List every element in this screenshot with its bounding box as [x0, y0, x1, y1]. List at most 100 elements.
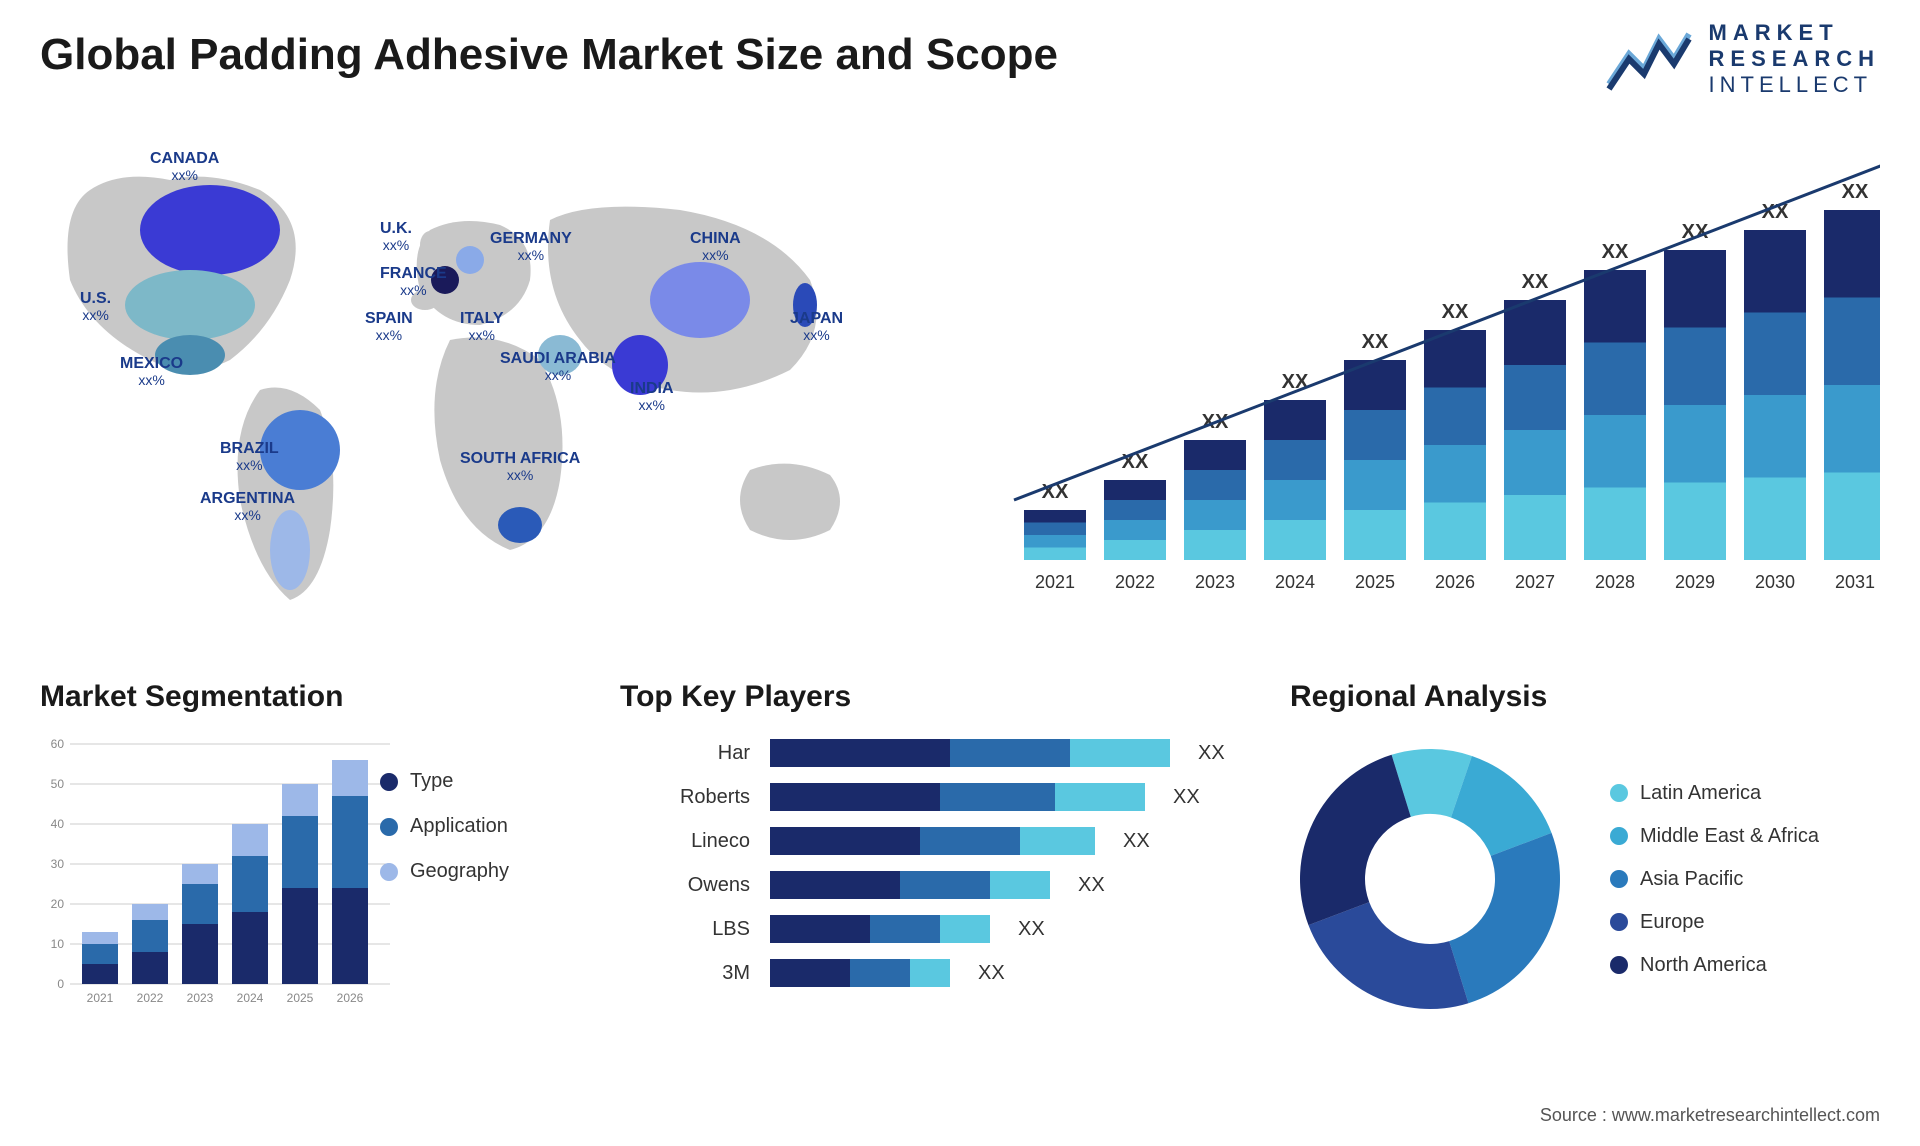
player-row: LinecoXX	[620, 827, 1260, 855]
map-label-uk: U.K.xx%	[380, 220, 412, 253]
legend-item: Application	[380, 815, 509, 838]
players-list: HarXXRobertsXXLinecoXXOwensXXLBSXX3MXX	[620, 739, 1260, 987]
regional-section: Regional Analysis Latin AmericaMiddle Ea…	[1290, 680, 1880, 1019]
legend-dot-icon	[380, 773, 398, 791]
segmentation-svg: 0102030405060202120222023202420252026	[40, 734, 390, 1014]
map-label-argentina: ARGENTINAxx%	[200, 490, 295, 523]
segmentation-chart: 0102030405060202120222023202420252026	[40, 734, 390, 1014]
player-bar-segment	[910, 959, 950, 987]
player-bar-segment	[770, 739, 950, 767]
player-bar-segment	[940, 915, 990, 943]
segmentation-title: Market Segmentation	[40, 680, 580, 714]
svg-text:2031: 2031	[1835, 572, 1875, 592]
segmentation-legend: Type Application Geography	[380, 770, 509, 883]
svg-text:2023: 2023	[1195, 572, 1235, 592]
player-name: Har	[620, 742, 750, 765]
map-label-southafrica: SOUTH AFRICAxx%	[460, 450, 580, 483]
legend-label: Asia Pacific	[1640, 868, 1743, 891]
player-value: XX	[1173, 786, 1200, 809]
svg-text:XX: XX	[1522, 271, 1549, 293]
player-bar-segment	[940, 783, 1055, 811]
svg-text:0: 0	[57, 977, 64, 991]
map-label-italy: ITALYxx%	[460, 310, 504, 343]
player-name: Lineco	[620, 830, 750, 853]
logo-line3: INTELLECT	[1709, 72, 1880, 98]
player-name: Owens	[620, 874, 750, 897]
player-bar-segment	[1020, 827, 1095, 855]
player-bar-segment	[770, 871, 900, 899]
logo-line2: RESEARCH	[1709, 46, 1880, 72]
world-map: CANADAxx%U.S.xx%MEXICOxx%BRAZILxx%ARGENT…	[30, 130, 930, 630]
map-label-china: CHINAxx%	[690, 230, 741, 263]
legend-label: North America	[1640, 954, 1767, 977]
svg-text:2029: 2029	[1675, 572, 1715, 592]
regional-legend: Latin AmericaMiddle East & AfricaAsia Pa…	[1610, 782, 1819, 977]
legend-dot-icon	[1610, 827, 1628, 845]
svg-text:2021: 2021	[87, 991, 114, 1005]
player-bar-segment	[1055, 783, 1145, 811]
logo-text: MARKET RESEARCH INTELLECT	[1709, 20, 1880, 98]
map-label-saudiarabia: SAUDI ARABIAxx%	[500, 350, 616, 383]
legend-label: Type	[410, 770, 453, 793]
player-value: XX	[1078, 874, 1105, 897]
svg-text:XX: XX	[1362, 331, 1389, 353]
legend-dot-icon	[1610, 784, 1628, 802]
map-label-canada: CANADAxx%	[150, 150, 219, 183]
players-title: Top Key Players	[620, 680, 1260, 714]
svg-text:XX: XX	[1602, 241, 1629, 263]
svg-text:2023: 2023	[187, 991, 214, 1005]
player-row: LBSXX	[620, 915, 1260, 943]
legend-label: Application	[410, 815, 508, 838]
players-section: Top Key Players HarXXRobertsXXLinecoXXOw…	[620, 680, 1260, 987]
svg-text:2022: 2022	[137, 991, 164, 1005]
legend-item: Europe	[1610, 911, 1819, 934]
legend-label: Middle East & Africa	[1640, 825, 1819, 848]
legend-dot-icon	[380, 818, 398, 836]
map-label-india: INDIAxx%	[630, 380, 674, 413]
svg-text:2024: 2024	[237, 991, 264, 1005]
player-value: XX	[1018, 918, 1045, 941]
legend-dot-icon	[1610, 956, 1628, 974]
legend-dot-icon	[1610, 913, 1628, 931]
player-bar-segment	[870, 915, 940, 943]
map-label-france: FRANCExx%	[380, 265, 447, 298]
player-bar	[770, 783, 1145, 811]
legend-item: Middle East & Africa	[1610, 825, 1819, 848]
svg-text:2025: 2025	[1355, 572, 1395, 592]
regional-donut	[1290, 739, 1570, 1019]
svg-text:50: 50	[51, 777, 65, 791]
svg-text:2024: 2024	[1275, 572, 1315, 592]
svg-text:2030: 2030	[1755, 572, 1795, 592]
map-label-germany: GERMANYxx%	[490, 230, 572, 263]
legend-item: Type	[380, 770, 509, 793]
player-bar	[770, 827, 1095, 855]
player-row: Owens XX	[620, 871, 1260, 899]
svg-text:20: 20	[51, 897, 65, 911]
player-row: 3MXX	[620, 959, 1260, 987]
player-bar-segment	[770, 783, 940, 811]
map-label-mexico: MEXICOxx%	[120, 355, 183, 388]
svg-text:30: 30	[51, 857, 65, 871]
legend-dot-icon	[380, 863, 398, 881]
legend-item: Asia Pacific	[1610, 868, 1819, 891]
player-name: 3M	[620, 962, 750, 985]
map-label-spain: SPAINxx%	[365, 310, 413, 343]
legend-item: North America	[1610, 954, 1819, 977]
player-bar	[770, 871, 1050, 899]
player-bar-segment	[920, 827, 1020, 855]
svg-text:2021: 2021	[1035, 572, 1075, 592]
legend-item: Geography	[380, 860, 509, 883]
page-title: Global Padding Adhesive Market Size and …	[40, 30, 1058, 80]
player-bar-segment	[950, 739, 1070, 767]
legend-label: Geography	[410, 860, 509, 883]
svg-text:2022: 2022	[1115, 572, 1155, 592]
svg-text:10: 10	[51, 937, 65, 951]
logo-mark-icon	[1604, 24, 1694, 94]
logo-line1: MARKET	[1709, 20, 1880, 46]
player-bar-segment	[990, 871, 1050, 899]
player-bar-segment	[1070, 739, 1170, 767]
main-chart-svg: XX2021XX2022XX2023XX2024XX2025XX2026XX20…	[960, 130, 1880, 610]
player-bar-segment	[770, 827, 920, 855]
player-name: Roberts	[620, 786, 750, 809]
player-bar-segment	[770, 959, 850, 987]
